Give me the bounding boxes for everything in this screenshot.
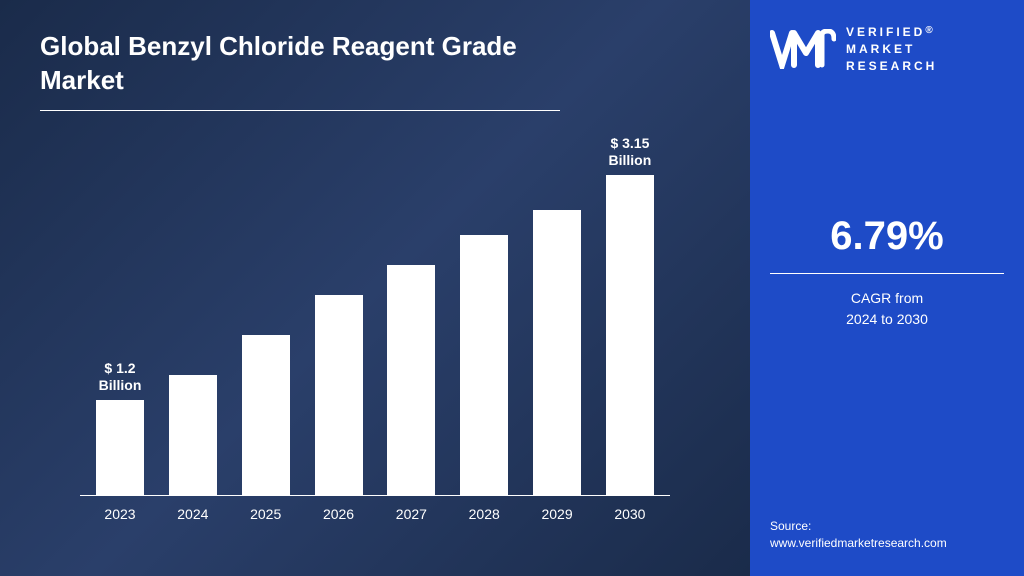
bar bbox=[460, 235, 508, 495]
source-url: www.verifiedmarketresearch.com bbox=[770, 536, 947, 550]
x-axis-labels: 2023 2024 2025 2026 2027 2028 2029 2030 bbox=[80, 496, 670, 522]
chart-title: Global Benzyl Chloride Reagent Grade Mar… bbox=[40, 30, 580, 98]
bar bbox=[606, 175, 654, 495]
bar-2028 bbox=[454, 235, 514, 495]
bar-2023: $ 1.2 Billion bbox=[90, 360, 150, 495]
x-label: 2026 bbox=[309, 506, 369, 522]
title-underline bbox=[40, 110, 560, 111]
chart-panel: Global Benzyl Chloride Reagent Grade Mar… bbox=[0, 0, 750, 576]
x-label: 2030 bbox=[600, 506, 660, 522]
cagr-label: CAGR from 2024 to 2030 bbox=[770, 288, 1004, 330]
bar bbox=[315, 295, 363, 495]
x-label: 2028 bbox=[454, 506, 514, 522]
registered-icon: ® bbox=[925, 25, 935, 36]
cagr-label-line-2: 2024 to 2030 bbox=[846, 311, 928, 327]
x-label: 2024 bbox=[163, 506, 223, 522]
brand-line-3: RESEARCH bbox=[846, 59, 937, 73]
bar-2024 bbox=[163, 375, 223, 495]
bar-2025 bbox=[236, 335, 296, 495]
cagr-value: 6.79% bbox=[770, 214, 1004, 259]
x-label: 2027 bbox=[381, 506, 441, 522]
cagr-underline bbox=[770, 273, 1004, 274]
info-panel: VERIFIED® MARKET RESEARCH 6.79% CAGR fro… bbox=[750, 0, 1024, 576]
bar-label-last: $ 3.15 Billion bbox=[600, 135, 660, 169]
cagr-label-line-1: CAGR from bbox=[851, 290, 923, 306]
bar-2027 bbox=[381, 265, 441, 495]
bars-container: $ 1.2 Billion $ 3.15 Billion bbox=[80, 156, 670, 496]
bar bbox=[242, 335, 290, 495]
source-label: Source: bbox=[770, 519, 811, 533]
bar bbox=[169, 375, 217, 495]
bar bbox=[96, 400, 144, 495]
bar bbox=[387, 265, 435, 495]
x-label: 2029 bbox=[527, 506, 587, 522]
x-label: 2025 bbox=[236, 506, 296, 522]
source-block: Source: www.verifiedmarketresearch.com bbox=[770, 518, 1004, 552]
bar-2029 bbox=[527, 210, 587, 495]
brand-name: VERIFIED® MARKET RESEARCH bbox=[846, 24, 937, 74]
bar-2030: $ 3.15 Billion bbox=[600, 135, 660, 495]
vmr-logo-icon bbox=[770, 29, 836, 69]
brand-logo: VERIFIED® MARKET RESEARCH bbox=[770, 24, 1004, 74]
x-label: 2023 bbox=[90, 506, 150, 522]
brand-line-1: VERIFIED bbox=[846, 25, 925, 39]
bar-chart: $ 1.2 Billion $ 3.15 Billion bbox=[80, 156, 670, 536]
brand-line-2: MARKET bbox=[846, 42, 915, 56]
bar bbox=[533, 210, 581, 495]
bar-label-first: $ 1.2 Billion bbox=[90, 360, 150, 394]
bar-2026 bbox=[309, 295, 369, 495]
